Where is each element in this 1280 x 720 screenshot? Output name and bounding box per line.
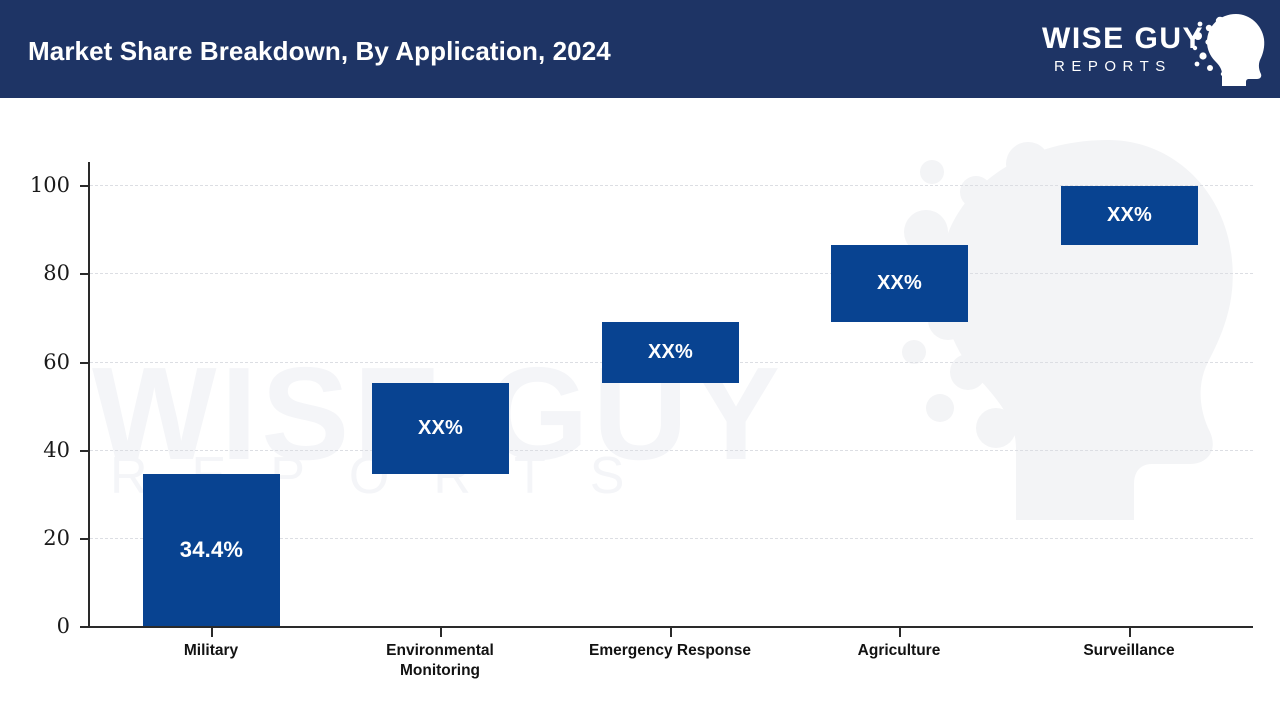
gridline-40 xyxy=(90,450,1253,451)
y-tick-mark-40 xyxy=(80,450,88,452)
y-tick-mark-20 xyxy=(80,538,88,540)
x-tick-label-environmental-monitoring-line1: Environmental xyxy=(386,642,494,659)
x-tick-label-military: Military xyxy=(121,641,301,661)
y-tick-mark-0 xyxy=(80,626,88,628)
bar-military[interactable]: 34.4% xyxy=(143,474,280,626)
y-tick-label-40: 40 xyxy=(43,438,70,462)
y-axis-line xyxy=(88,162,90,628)
bar-label-emergency-response: XX% xyxy=(647,341,694,363)
page-header: Market Share Breakdown, By Application, … xyxy=(0,0,1280,98)
brand-logo: WISE GUY REPORTS xyxy=(1032,10,1272,90)
y-tick-label-0: 0 xyxy=(56,614,70,638)
x-tick-label-environmental-monitoring-line2: Monitoring xyxy=(399,662,481,679)
y-tick-label-20: 20 xyxy=(43,526,70,550)
gridline-80 xyxy=(90,273,1253,274)
bar-label-surveillance: XX% xyxy=(1106,204,1153,226)
bar-agriculture[interactable]: XX% xyxy=(831,245,968,322)
y-tick-label-80: 80 xyxy=(43,261,70,285)
x-tick-label-agriculture-line1: Agriculture xyxy=(857,642,941,659)
x-tick-label-military-line1: Military xyxy=(183,642,239,659)
gridline-20 xyxy=(90,538,1253,539)
logo-secondary-text: REPORTS xyxy=(1054,58,1172,75)
logo-primary-text: WISE GUY xyxy=(1042,22,1205,55)
x-tick-label-emergency-response-line1: Emergency Response xyxy=(589,642,751,659)
gridline-100 xyxy=(90,185,1253,186)
x-tick-mark-emergency-response xyxy=(670,628,672,637)
y-tick-mark-80 xyxy=(80,273,88,275)
y-tick-mark-100 xyxy=(80,185,88,187)
bar-surveillance[interactable]: XX% xyxy=(1061,186,1198,245)
bar-label-military: 34.4% xyxy=(179,537,244,562)
x-tick-label-agriculture: Agriculture xyxy=(809,641,989,661)
bar-label-environmental-monitoring: XX% xyxy=(417,417,464,439)
y-tick-label-100: 100 xyxy=(29,173,70,197)
x-axis-line xyxy=(88,626,1253,628)
x-tick-label-emergency-response: Emergency Response xyxy=(560,641,780,661)
x-tick-mark-environmental-monitoring xyxy=(440,628,442,637)
page-title: Market Share Breakdown, By Application, … xyxy=(28,36,611,66)
bar-emergency-response[interactable]: XX% xyxy=(602,322,739,383)
x-tick-label-surveillance: Surveillance xyxy=(1039,641,1219,661)
x-tick-label-environmental-monitoring: Environmental Monitoring xyxy=(350,641,530,681)
bar-label-agriculture: XX% xyxy=(876,272,923,294)
y-tick-mark-60 xyxy=(80,362,88,364)
head-profile-dots-icon xyxy=(1192,14,1265,86)
x-tick-mark-surveillance xyxy=(1129,628,1131,637)
x-tick-mark-military xyxy=(211,628,213,637)
chart-canvas: WISE GUY REPORTS xyxy=(0,98,1280,720)
y-tick-label-60: 60 xyxy=(43,350,70,374)
x-tick-mark-agriculture xyxy=(899,628,901,637)
bar-environmental-monitoring[interactable]: XX% xyxy=(372,383,509,474)
x-tick-label-surveillance-line1: Surveillance xyxy=(1083,642,1175,659)
